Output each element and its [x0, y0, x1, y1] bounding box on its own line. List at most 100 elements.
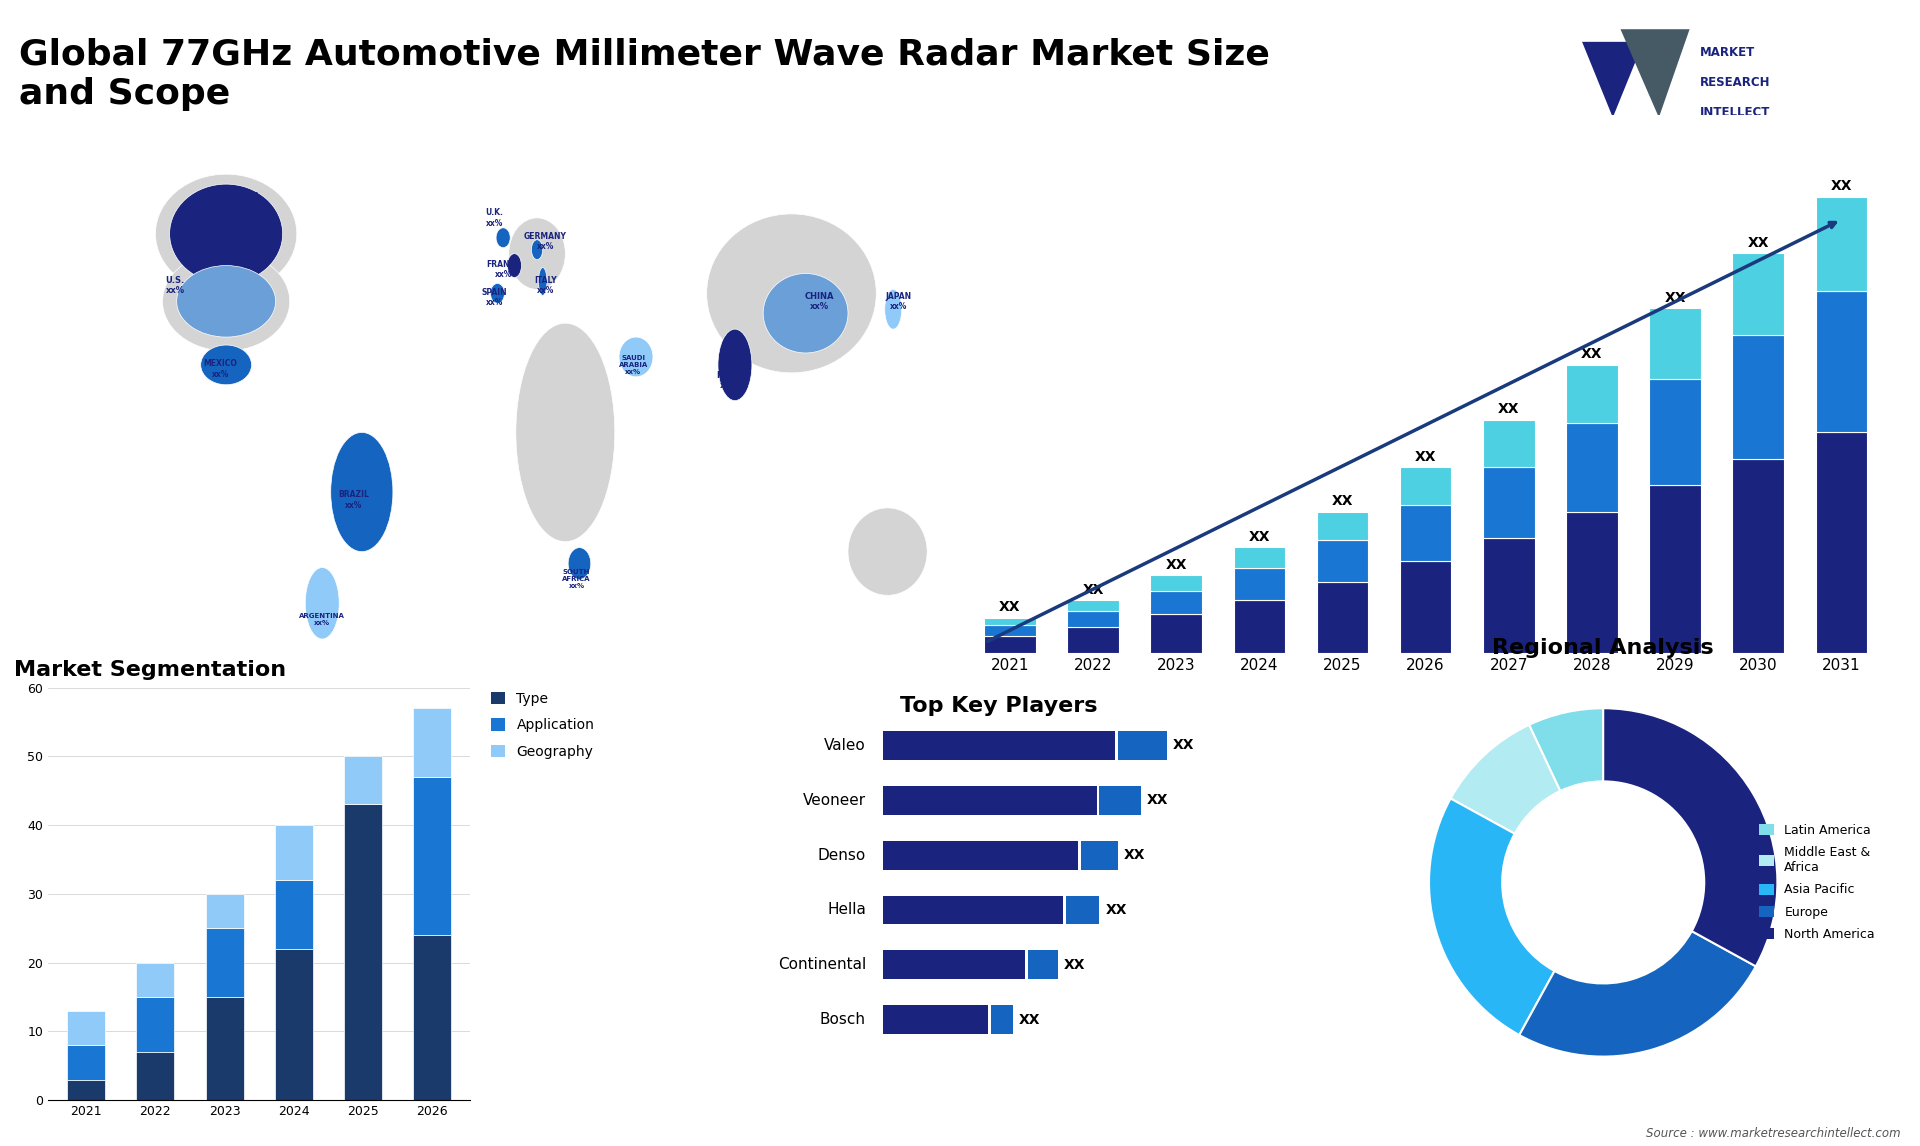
Ellipse shape: [538, 267, 547, 296]
Bar: [1081, 841, 1117, 870]
Bar: [1816, 432, 1866, 653]
Bar: [1233, 568, 1284, 601]
Text: JAPAN
xx%: JAPAN xx%: [885, 291, 912, 311]
Ellipse shape: [618, 337, 653, 377]
Ellipse shape: [330, 432, 394, 551]
Bar: [883, 731, 1116, 760]
Bar: [67, 1045, 106, 1080]
Text: XX: XX: [1064, 958, 1085, 972]
Bar: [883, 950, 1025, 980]
Text: XX: XX: [1106, 903, 1127, 917]
Text: ARGENTINA
xx%: ARGENTINA xx%: [300, 613, 346, 626]
Text: RESEARCH: RESEARCH: [1701, 76, 1770, 89]
Text: MEXICO
xx%: MEXICO xx%: [204, 359, 238, 378]
Text: XX: XX: [1830, 179, 1853, 194]
Bar: [1068, 601, 1119, 611]
Bar: [991, 1005, 1014, 1034]
Text: Source : www.marketresearchintellect.com: Source : www.marketresearchintellect.com: [1645, 1128, 1901, 1140]
Text: XX: XX: [1020, 1013, 1041, 1027]
Bar: [1482, 419, 1534, 468]
Bar: [1066, 895, 1100, 925]
Text: XX: XX: [1665, 291, 1686, 305]
Text: XX: XX: [1123, 848, 1146, 862]
Bar: [67, 1011, 106, 1045]
Text: XX: XX: [1582, 347, 1603, 361]
Bar: [985, 625, 1035, 636]
Bar: [1482, 468, 1534, 539]
Text: GERMANY
xx%: GERMANY xx%: [524, 231, 566, 251]
Text: XX: XX: [1415, 450, 1436, 464]
Bar: [1649, 379, 1701, 485]
Bar: [883, 1005, 989, 1034]
Bar: [344, 756, 382, 804]
Bar: [1816, 197, 1866, 291]
Text: INTELLECT: INTELLECT: [1701, 107, 1770, 119]
Wedge shape: [1603, 708, 1778, 966]
Bar: [1317, 540, 1369, 582]
Ellipse shape: [707, 214, 876, 372]
Wedge shape: [1519, 931, 1757, 1057]
Ellipse shape: [163, 252, 290, 351]
Bar: [1317, 582, 1369, 653]
Bar: [67, 1080, 106, 1100]
Text: XX: XX: [998, 601, 1021, 614]
Bar: [1400, 504, 1452, 562]
Bar: [1567, 423, 1619, 511]
Bar: [1482, 539, 1534, 653]
Ellipse shape: [177, 266, 276, 337]
Ellipse shape: [516, 323, 614, 542]
Text: MARKET: MARKET: [1701, 46, 1755, 58]
Text: Global 77GHz Automotive Millimeter Wave Radar Market Size
and Scope: Global 77GHz Automotive Millimeter Wave …: [19, 38, 1269, 111]
Bar: [1233, 547, 1284, 568]
Bar: [1816, 291, 1866, 432]
Bar: [1400, 468, 1452, 504]
Bar: [1400, 562, 1452, 653]
Text: Market Segmentation: Market Segmentation: [13, 660, 286, 681]
Ellipse shape: [202, 345, 252, 385]
Bar: [883, 895, 1064, 925]
Bar: [1068, 611, 1119, 627]
Bar: [1317, 511, 1369, 540]
Text: Top Key Players: Top Key Players: [900, 696, 1096, 716]
Ellipse shape: [718, 329, 753, 401]
Bar: [1233, 601, 1284, 653]
Ellipse shape: [156, 174, 298, 293]
Ellipse shape: [305, 567, 340, 639]
Text: XX: XX: [1146, 793, 1167, 807]
Text: XX: XX: [1173, 738, 1194, 753]
Bar: [1649, 485, 1701, 653]
Text: XX: XX: [1165, 558, 1187, 572]
Text: XX: XX: [1083, 582, 1104, 597]
Ellipse shape: [509, 218, 564, 290]
Text: U.S.
xx%: U.S. xx%: [165, 276, 184, 296]
Ellipse shape: [532, 240, 543, 260]
Ellipse shape: [764, 274, 849, 353]
Ellipse shape: [849, 508, 927, 595]
Text: SAUDI
ARABIA
xx%: SAUDI ARABIA xx%: [618, 355, 647, 375]
Bar: [136, 1052, 175, 1100]
Wedge shape: [1428, 799, 1555, 1035]
Bar: [883, 841, 1077, 870]
Bar: [136, 963, 175, 997]
Text: Hella: Hella: [828, 902, 866, 918]
Ellipse shape: [568, 548, 591, 580]
Text: FRANCE
xx%: FRANCE xx%: [486, 260, 520, 280]
Bar: [985, 636, 1035, 653]
Text: U.K.
xx%: U.K. xx%: [486, 209, 503, 228]
Text: XX: XX: [1332, 494, 1354, 508]
Wedge shape: [1528, 708, 1603, 791]
Bar: [1150, 575, 1202, 591]
Ellipse shape: [495, 228, 511, 248]
Polygon shape: [1582, 42, 1644, 118]
Text: XX: XX: [1498, 402, 1519, 416]
Title: Regional Analysis: Regional Analysis: [1492, 637, 1715, 658]
Polygon shape: [1620, 29, 1690, 118]
Ellipse shape: [507, 253, 522, 277]
Bar: [1117, 731, 1167, 760]
Text: XX: XX: [1248, 529, 1269, 543]
Text: SPAIN
xx%: SPAIN xx%: [482, 288, 507, 307]
Bar: [1649, 308, 1701, 379]
Bar: [1150, 591, 1202, 614]
Bar: [275, 880, 313, 949]
Bar: [413, 935, 451, 1100]
